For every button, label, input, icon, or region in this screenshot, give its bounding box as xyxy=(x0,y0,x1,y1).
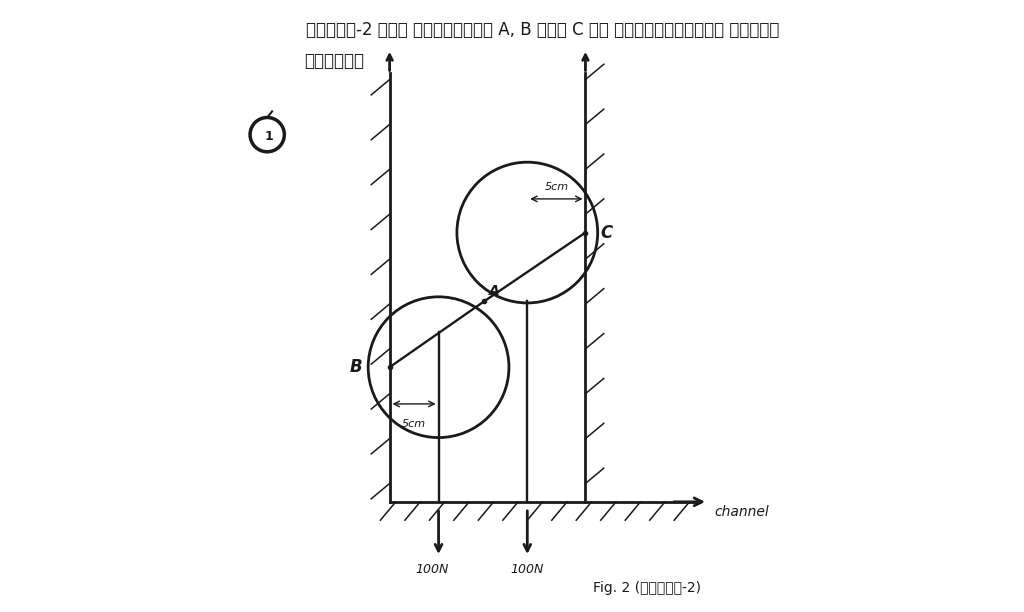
Text: C: C xyxy=(601,223,613,242)
Text: A: A xyxy=(489,284,500,298)
Text: channel: channel xyxy=(714,505,769,519)
Text: कीजिए।: कीजिए। xyxy=(304,52,364,70)
Text: 5cm: 5cm xyxy=(402,419,426,429)
Text: चित्र-2 में बिन्दुओं A, B तथा C पर प्रतिक्रिया ज्ञात: चित्र-2 में बिन्दुओं A, B तथा C पर प्रति… xyxy=(306,21,779,39)
Text: B: B xyxy=(349,358,362,376)
Text: 100N: 100N xyxy=(416,563,450,576)
Text: 100N: 100N xyxy=(511,563,544,576)
Text: 5cm: 5cm xyxy=(545,182,568,192)
Text: 1: 1 xyxy=(264,130,273,143)
Text: Fig. 2 (चित्र-2): Fig. 2 (चित्र-2) xyxy=(593,581,700,595)
